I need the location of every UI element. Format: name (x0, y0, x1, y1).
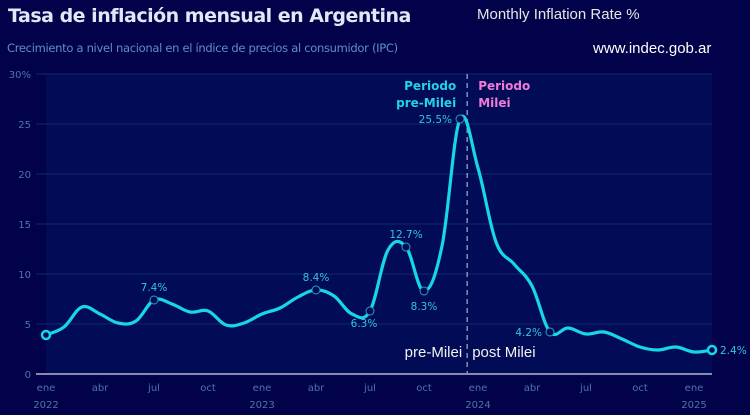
marker-8.3% (419, 286, 429, 296)
post-period-label-line1: Periodo (478, 79, 530, 93)
marker-25.5% (455, 114, 465, 124)
data-label: 25.5% (419, 114, 452, 126)
x-tick-label-abr: abr (308, 383, 325, 394)
x-tick-year-2025: 2025 (681, 400, 706, 411)
grid-lines (36, 73, 712, 325)
data-label: 8.3% (411, 301, 438, 313)
x-tick-label-oct: oct (200, 383, 216, 394)
x-tick-label-ene: ene (685, 383, 704, 394)
data-label: 12.7% (389, 229, 422, 241)
marker-6.3% (365, 306, 375, 316)
post-milei-bottom-label: post Milei (472, 344, 535, 361)
post-period-label-line2: Milei (478, 96, 510, 110)
chart-subtitle: Crecimiento a nivel nacional en el índic… (7, 41, 398, 55)
x-tick-label-jul: jul (363, 383, 376, 394)
x-tick-label-oct: oct (416, 383, 432, 394)
marker-7.4% (149, 295, 159, 305)
y-tick-label-20: 20 (18, 170, 31, 181)
x-tick-year-2022: 2022 (33, 400, 58, 411)
overlay-title: Monthly Inflation Rate % (477, 6, 640, 23)
chart-title: Tasa de inflación mensual en Argentina (8, 5, 411, 27)
pre-period-label-line1: Periodo (404, 79, 456, 93)
x-tick-label-ene: ene (469, 383, 488, 394)
x-tick-label-jul: jul (579, 383, 592, 394)
marker-2.4% (706, 344, 718, 356)
pre-period-label-line2: pre-Milei (396, 96, 456, 110)
x-tick-label-oct: oct (632, 383, 648, 394)
pre-milei-bottom-label: pre-Milei (405, 344, 463, 361)
x-tick-year-2023: 2023 (249, 400, 274, 411)
data-label: 7.4% (141, 282, 168, 294)
period-labels: Periodo pre-Milei Periodo Milei pre-Mile… (396, 79, 535, 361)
data-label: 8.4% (303, 272, 330, 284)
marker-8.4% (311, 285, 321, 295)
data-labels: 7.4% 8.4% 6.3% 12.7% 8.3% 25.5% 4.2% 2.4% (141, 114, 747, 357)
y-tick-label-0: 0 (25, 370, 31, 381)
x-tick-label-ene: ene (253, 383, 272, 394)
y-tick-label-25: 25 (18, 120, 31, 131)
data-label: 6.3% (351, 318, 378, 330)
x-axis-ticks: ene 2022 abr jul oct ene 2023 abr jul oct ene 2024 a… (33, 383, 706, 411)
x-tick-label-jul: jul (147, 383, 160, 394)
x-tick-label-ene: ene (37, 383, 56, 394)
marker-start (40, 329, 52, 341)
y-axis-ticks: 0 5 10 15 20 25 30% (9, 70, 31, 381)
marker-12.7% (401, 242, 411, 252)
y-tick-label-15: 15 (18, 220, 31, 231)
annotation-markers (40, 114, 718, 356)
y-tick-label-30: 30% (9, 70, 31, 81)
marker-4.2% (545, 327, 555, 337)
y-tick-label-5: 5 (25, 320, 31, 331)
data-label: 2.4% (720, 345, 747, 357)
source-url: www.indec.gob.ar (593, 40, 712, 57)
data-label: 4.2% (515, 327, 542, 339)
x-tick-label-abr: abr (92, 383, 109, 394)
x-tick-year-2024: 2024 (465, 400, 490, 411)
x-tick-label-abr: abr (524, 383, 541, 394)
y-tick-label-10: 10 (18, 270, 31, 281)
